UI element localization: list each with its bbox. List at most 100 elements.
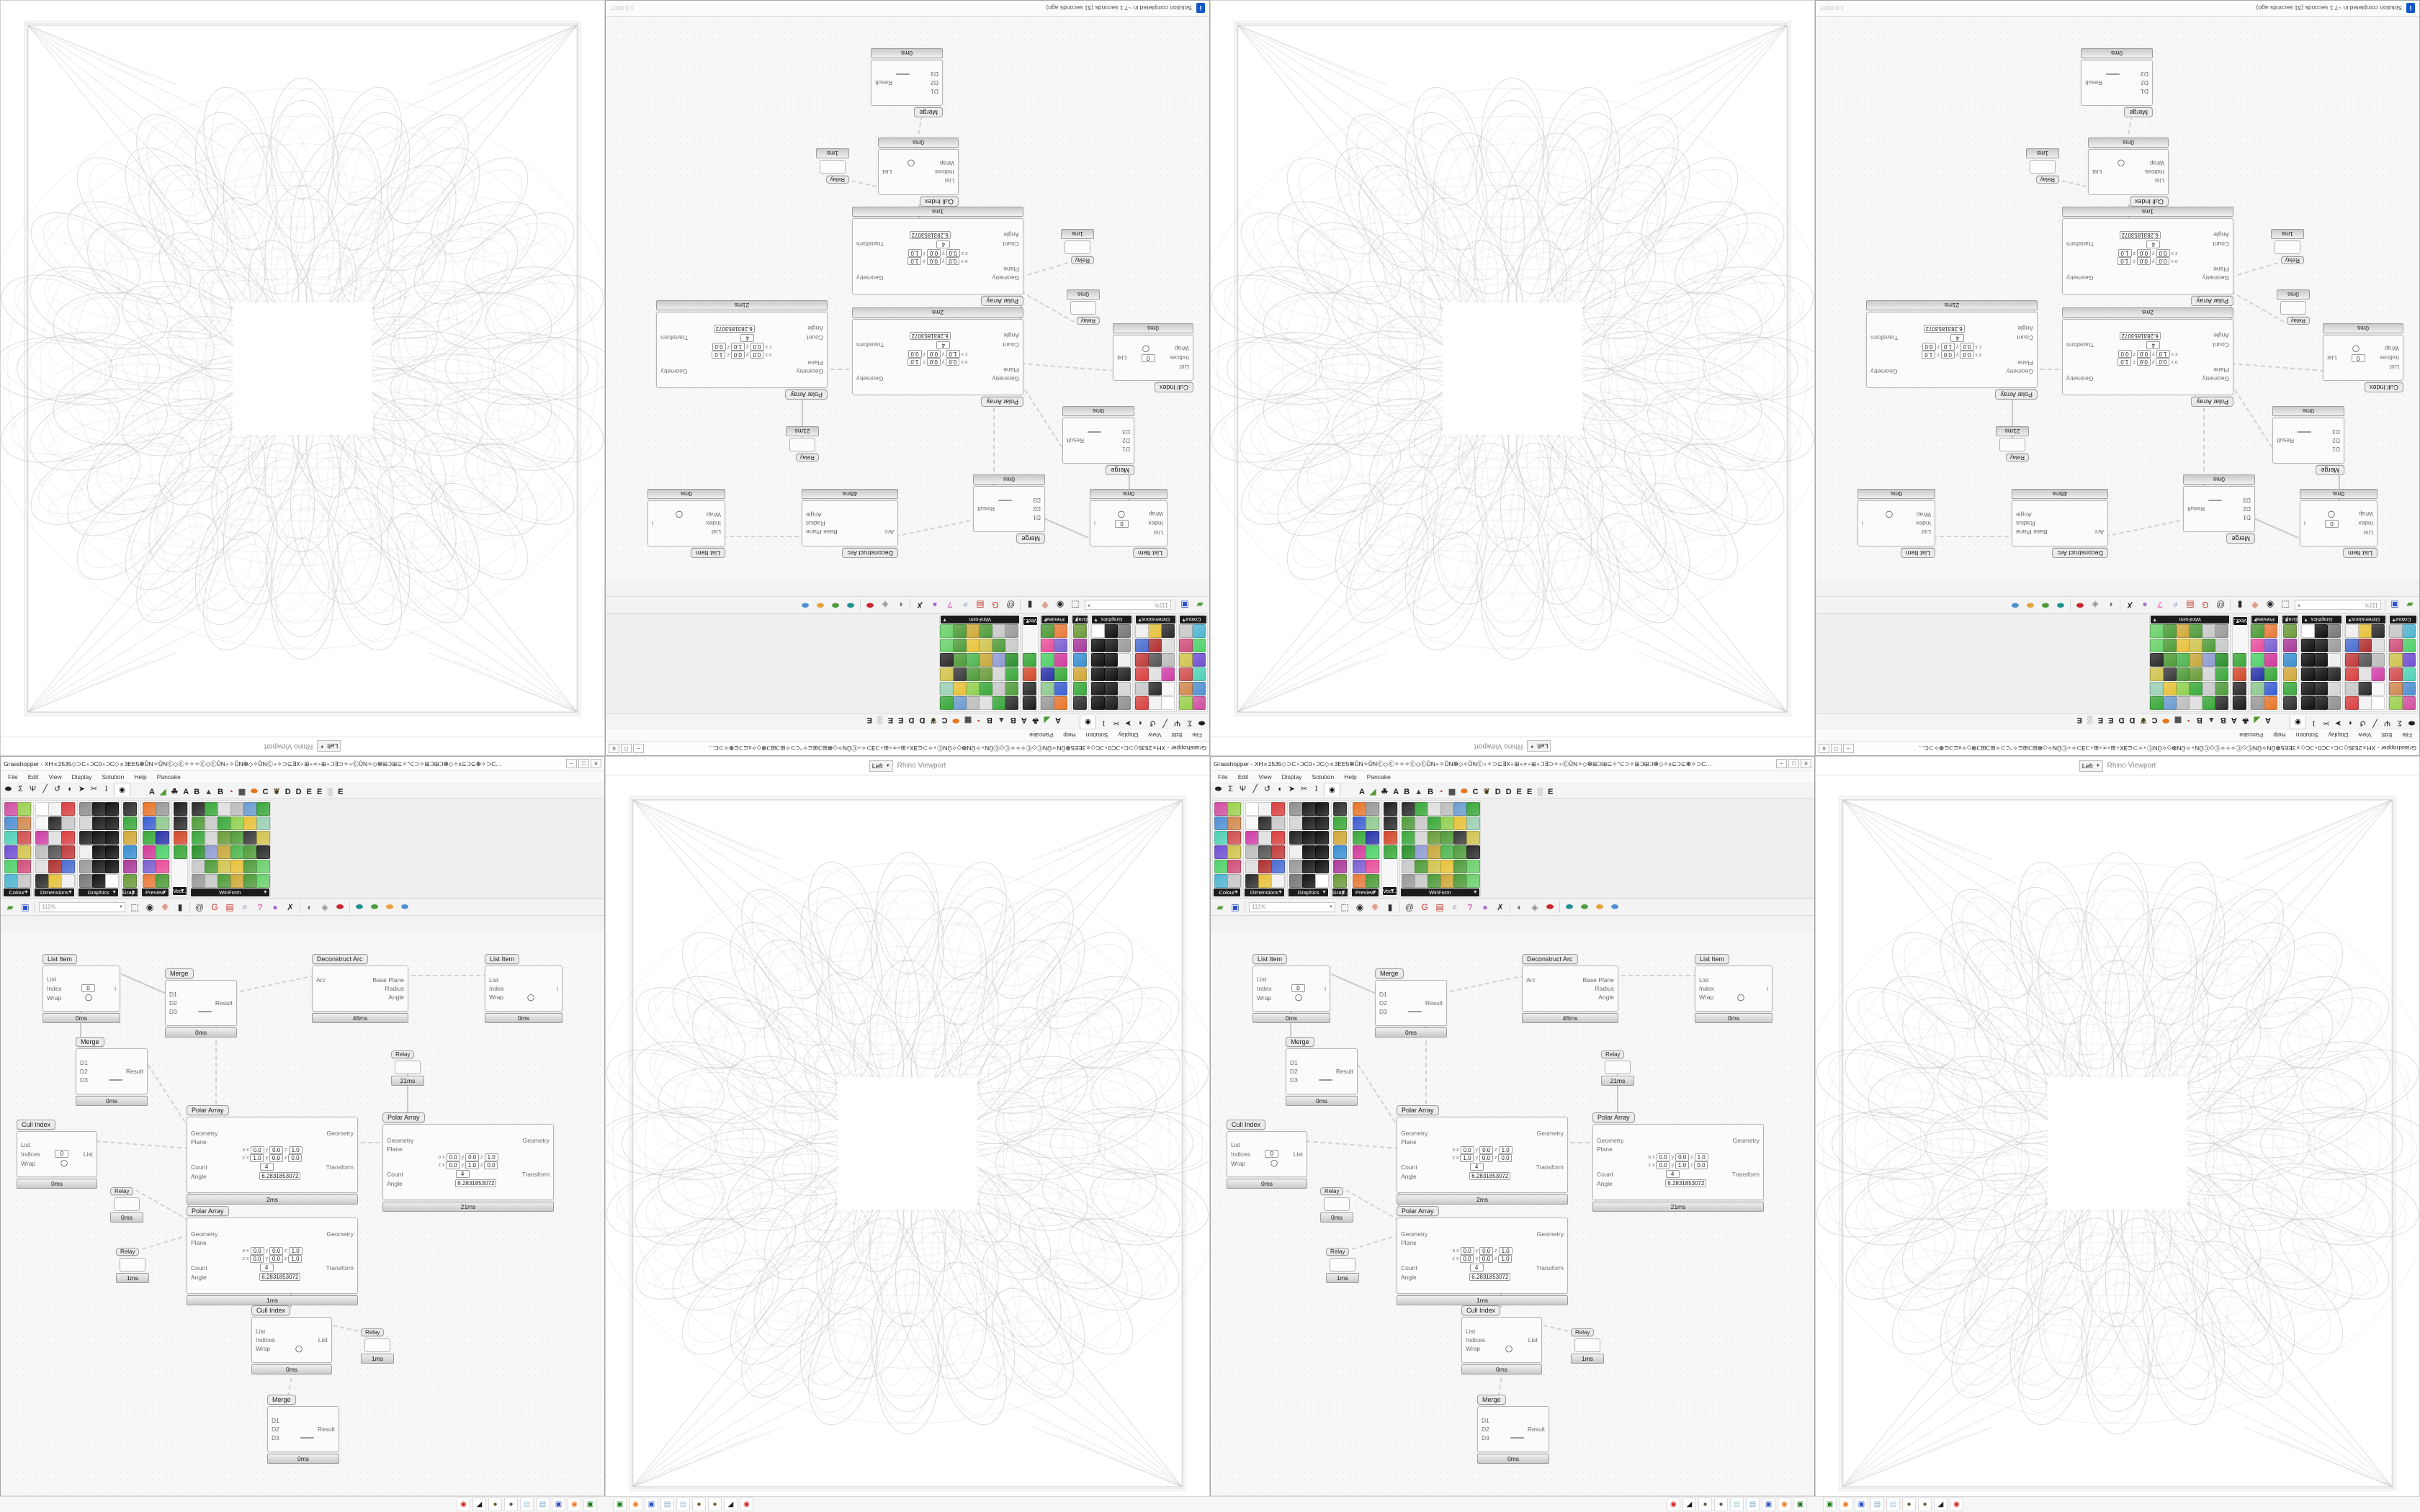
node-plane-field[interactable]: 0.0 (1656, 1153, 1670, 1161)
node-plane-field[interactable]: 0.0 (269, 1154, 283, 1162)
preview-eye-icon[interactable]: ◉ (2266, 600, 2275, 611)
palette-item[interactable] (2189, 624, 2203, 638)
scissors-icon[interactable]: ✂ (1112, 719, 1120, 727)
palette-item[interactable] (2358, 682, 2372, 696)
node-plane-field[interactable]: 0.0 (946, 358, 960, 366)
node-param-toggle-icon[interactable]: ◯ (1142, 346, 1150, 353)
node-plane-field[interactable]: 0.0 (2136, 358, 2151, 366)
palette-item[interactable] (1135, 682, 1149, 696)
palette-item[interactable] (2402, 653, 2416, 667)
palette-item[interactable] (1104, 653, 1118, 667)
palette-item[interactable] (940, 696, 954, 710)
palette-item[interactable] (1289, 845, 1303, 859)
palette-item[interactable] (1117, 639, 1131, 652)
node-body[interactable]: List Index i Wrap ◯ (485, 966, 563, 1012)
node-plane-field[interactable]: 0.0 (926, 358, 941, 366)
node-plane-field[interactable]: 0.0 (288, 1154, 302, 1162)
palette-group-caret-icon[interactable]: ▼ (942, 617, 948, 622)
palette-item[interactable] (1414, 816, 1428, 830)
node-param-toggle-icon[interactable]: ◯ (2117, 160, 2125, 168)
palette-item[interactable] (79, 802, 93, 816)
palette-group-caret-icon[interactable]: ▼ (262, 890, 268, 895)
notes-icon[interactable]: ▤ (2186, 600, 2195, 611)
palette-item[interactable] (1148, 653, 1162, 667)
red-preview-icon[interactable]: ⬬ (336, 901, 344, 912)
viewport-dropdown-arrow-icon[interactable]: ▼ (1530, 744, 1535, 749)
palette-item[interactable] (61, 874, 75, 888)
palette-item[interactable] (2402, 696, 2416, 710)
tab-b[interactable]: B (2220, 716, 2226, 725)
node-plane-field[interactable]: 0.0 (2156, 358, 2170, 366)
palette-item[interactable] (105, 802, 119, 816)
palette-item[interactable] (123, 816, 137, 830)
palette-item[interactable] (1440, 845, 1454, 859)
save-floppy-icon-mirror[interactable]: ▣ (1855, 1498, 1868, 1511)
palette-group-caret-icon[interactable]: ▼ (1340, 890, 1346, 895)
tab-c[interactable]: C (262, 787, 269, 796)
palette-group-caret-icon[interactable]: ▼ (2235, 618, 2241, 624)
node-body[interactable]: D1 D2 Result D3 (1062, 418, 1134, 464)
palette-item[interactable] (142, 831, 156, 845)
tab-bird[interactable]: ❦ (2140, 716, 2147, 724)
palette-item[interactable] (1383, 845, 1397, 859)
palette-item[interactable] (2314, 639, 2328, 652)
notepad-icon-mirror[interactable]: ▤ (676, 1498, 690, 1511)
tab-e[interactable]: E (306, 787, 312, 796)
node-param-field[interactable]: 6.2831853072 (1923, 325, 1965, 333)
orange-preview-icon[interactable]: ⬬ (816, 600, 825, 611)
palette-item[interactable] (191, 802, 205, 816)
palette-item[interactable] (142, 845, 156, 859)
palette-item[interactable] (953, 639, 967, 652)
palette-item[interactable] (2283, 639, 2297, 652)
node-param-toggle-icon[interactable]: ◯ (907, 160, 915, 168)
palette-item[interactable] (2345, 653, 2359, 667)
hook-icon[interactable]: ʇ (1314, 785, 1318, 793)
palette-item[interactable] (230, 816, 244, 830)
grasshopper-icon-mirror[interactable]: ◢ (1934, 1498, 1948, 1511)
palette-item[interactable] (142, 802, 156, 816)
eye-icon[interactable]: ◉ (1324, 783, 1340, 796)
graph-canvas[interactable]: List Item List Index 0 i Wrap ◯ 0ms Merge D1 D2 Res… (1211, 932, 1814, 1495)
palette-item[interactable] (2301, 653, 2315, 667)
node-body[interactable]: D1 D2 Result D3 (973, 486, 1045, 532)
palette-item[interactable] (940, 653, 954, 667)
zoom-extents-icon[interactable]: ⬚ (130, 901, 139, 912)
palette-group-caret-icon[interactable]: ▼ (1093, 617, 1098, 622)
at-icon[interactable]: @ (1005, 600, 1016, 611)
palette-item[interactable] (1466, 874, 1480, 888)
cross-wires-icon[interactable]: ✗ (1496, 901, 1505, 912)
tab-dots[interactable]: ░ (2087, 716, 2093, 725)
palette-item[interactable] (1117, 653, 1131, 667)
node-title[interactable]: Polar Array (981, 397, 1023, 407)
palette-item[interactable] (2163, 696, 2177, 710)
node-plane-field[interactable]: 0.0 (1479, 1154, 1493, 1162)
palette-item[interactable] (1214, 831, 1228, 845)
palette-item[interactable] (1214, 860, 1228, 873)
node-title[interactable]: Cull Index (251, 1305, 291, 1315)
document-icon-mirror[interactable]: ▤ (1870, 1498, 1884, 1511)
tab-sheep[interactable]: ☘ (1381, 788, 1389, 796)
node-plane-field[interactable]: 0.0 (269, 1255, 283, 1263)
tab-grid[interactable]: ▦ (964, 716, 972, 724)
palette-item[interactable] (1227, 874, 1241, 888)
node-param-field[interactable]: 0 (2351, 354, 2365, 362)
palette-item[interactable] (2251, 696, 2265, 710)
node-param-field[interactable] (896, 73, 910, 75)
viewport-view-selector[interactable]: Left ▼ (317, 740, 341, 752)
taskbar-bottom-right[interactable]: ◉ ◢ ● ● ▤ ▤ ▣ ◉ ▣ ▣ ◉ ▣ ▤ ▤ ● ● ◢ ◉ (1210, 1496, 2420, 1512)
palette-item[interactable] (966, 667, 980, 681)
rhino-icon[interactable]: ◉ (1667, 1498, 1680, 1511)
tab-b2[interactable]: B (2196, 716, 2202, 725)
palette-item[interactable] (966, 682, 980, 696)
palette-item[interactable] (2389, 653, 2403, 667)
palette-item[interactable] (1401, 802, 1415, 816)
gha-icon[interactable]: G (211, 901, 218, 912)
palette-item[interactable] (230, 874, 244, 888)
ghosted-icon[interactable]: ◈ (1531, 901, 1538, 912)
menu-item-help[interactable]: Help (1344, 773, 1357, 780)
blob-icon[interactable]: ⬬ (1214, 785, 1222, 793)
palette-item[interactable] (1315, 816, 1329, 830)
palette-item[interactable] (1302, 874, 1316, 888)
zoom-level-input[interactable]: 111% ▼ (1249, 901, 1335, 912)
node-param-field[interactable]: 4 (259, 1264, 274, 1272)
